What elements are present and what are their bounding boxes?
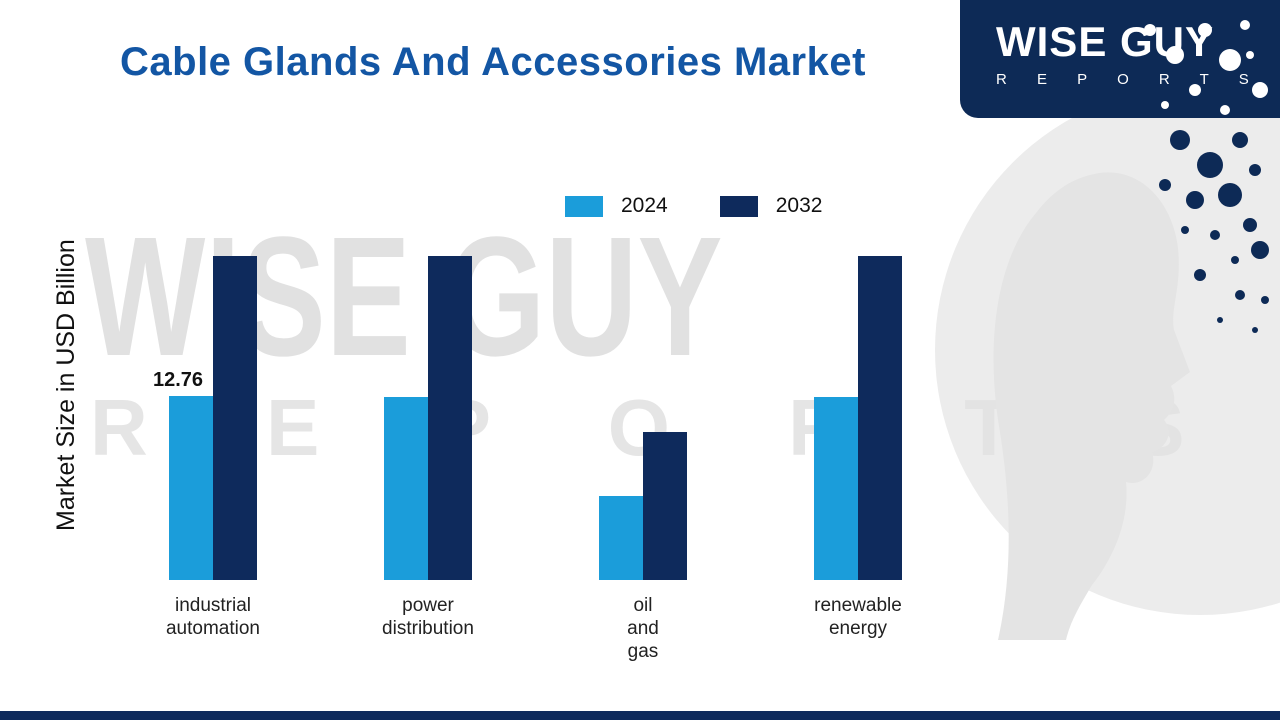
watermark-line1: WISE GUY <box>85 202 723 392</box>
legend-item-2032: 2032 <box>719 194 823 218</box>
bar-2032-industrial-automation <box>213 256 257 580</box>
category-label-renewable-energy: renewable energy <box>814 595 902 640</box>
y-axis-label: Market Size in USD Billion <box>52 239 80 531</box>
bar-2024-industrial-automation: 12.76 <box>153 369 213 580</box>
white-dots <box>1144 20 1268 115</box>
bar-value-label: 12.76 <box>153 369 204 391</box>
head-profile-graphic <box>993 20 1269 640</box>
bar-2032-renewable-energy <box>858 256 902 580</box>
bar-group-renewable-energy: renewable energy <box>814 256 902 639</box>
navy-dots <box>1159 130 1269 333</box>
bar-2024-power-distribution <box>384 397 428 580</box>
legend-item-2024: 2024 <box>565 194 668 218</box>
legend-label-2024: 2024 <box>621 194 668 217</box>
legend-swatch-2032 <box>719 195 758 217</box>
bar-group-industrial-automation: 12.76 industrial automation <box>153 256 260 639</box>
legend-label-2032: 2032 <box>775 194 823 217</box>
category-label-oil-and-gas: oil and gas <box>627 595 659 663</box>
logo-subtitle: R E P O R T S <box>996 71 1262 89</box>
category-label-industrial-automation: industrial automation <box>165 595 260 640</box>
bar-2024-oil-and-gas <box>599 496 643 580</box>
bar-chart: 12.76 industrial automation power distributi… <box>153 220 902 662</box>
footer-bar <box>0 711 1280 720</box>
bar-2032-oil-and-gas <box>643 432 687 580</box>
page-title: Cable Glands And Accessories Market <box>120 40 866 84</box>
head-silhouette <box>993 172 1190 640</box>
legend: 2024 2032 <box>565 194 822 218</box>
category-label-power-distribution: power distribution <box>382 595 474 640</box>
bar-2032-power-distribution <box>428 256 472 580</box>
legend-swatch-2024 <box>565 195 603 217</box>
bar-group-oil-and-gas: oil and gas <box>599 432 687 662</box>
bar-2024-renewable-energy <box>814 397 858 580</box>
bar-group-power-distribution: power distribution <box>382 256 474 639</box>
